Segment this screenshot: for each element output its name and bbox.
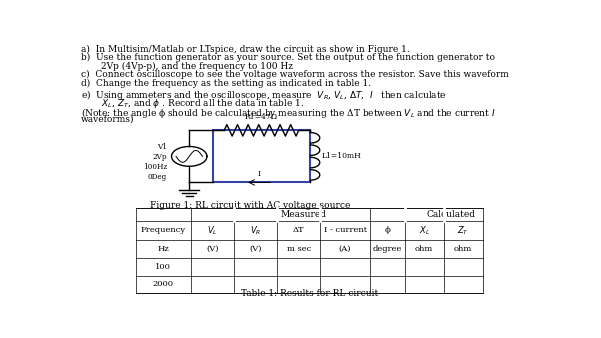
Text: (Note: the angle ϕ should be calculated by measuring the ΔT between $V_L$ and th: (Note: the angle ϕ should be calculated …	[81, 106, 495, 120]
Text: $X_L$, $Z_T$, and $\phi$ . Record all the data in table 1.: $X_L$, $Z_T$, and $\phi$ . Record all th…	[101, 97, 304, 110]
Text: Frequency: Frequency	[141, 226, 186, 235]
Text: R1=47Ω: R1=47Ω	[245, 113, 278, 121]
Text: (V): (V)	[249, 245, 262, 253]
Text: Hz: Hz	[157, 245, 169, 253]
Text: c)  Connect oscilloscope to see the voltage waveform across the resistor. Save t: c) Connect oscilloscope to see the volta…	[81, 70, 508, 79]
Text: degree: degree	[373, 245, 402, 253]
Text: d)  Change the frequency as the setting as indicated in table 1.: d) Change the frequency as the setting a…	[81, 79, 371, 88]
Text: ohm: ohm	[415, 245, 433, 253]
Text: 2Vp (4Vp-p), and the frequency to 100 Hz: 2Vp (4Vp-p), and the frequency to 100 Hz	[101, 62, 293, 71]
Text: ϕ: ϕ	[384, 226, 390, 235]
Text: waveforms): waveforms)	[81, 115, 134, 124]
Text: Table 1: Results for RL circuit: Table 1: Results for RL circuit	[240, 289, 378, 298]
Text: I - current: I - current	[323, 226, 367, 235]
Text: $X_L$: $X_L$	[419, 224, 430, 237]
Text: a)  In Multisim/Matlab or LTspice, draw the circuit as show in Figure 1.: a) In Multisim/Matlab or LTspice, draw t…	[81, 45, 409, 54]
Text: b)  Use the function generator as your source. Set the output of the function ge: b) Use the function generator as your so…	[81, 53, 495, 62]
Text: Figure 1: RL circuit with AC voltage source: Figure 1: RL circuit with AC voltage sou…	[150, 201, 350, 210]
Text: $Z_T$: $Z_T$	[457, 224, 469, 237]
Text: e)  Using ammeters and the oscilloscope, measure  $V_R$, $V_L$, $\Delta T$,  $I$: e) Using ammeters and the oscilloscope, …	[81, 89, 447, 102]
Text: Calculated: Calculated	[426, 210, 475, 219]
Text: $V_R$: $V_R$	[250, 224, 261, 237]
Text: (A): (A)	[339, 245, 352, 253]
Text: Measured: Measured	[281, 210, 326, 219]
Text: L1=10mH: L1=10mH	[322, 152, 362, 160]
Text: V1
2Vp
100Hz
0Deg: V1 2Vp 100Hz 0Deg	[142, 143, 167, 181]
Text: m sec: m sec	[287, 245, 311, 253]
Text: $V_L$: $V_L$	[207, 224, 218, 237]
Text: I: I	[258, 170, 261, 178]
Text: 2000: 2000	[153, 280, 174, 288]
Text: ΔT: ΔT	[293, 226, 305, 235]
Text: 100: 100	[156, 263, 171, 271]
Text: (V): (V)	[206, 245, 219, 253]
Text: ohm: ohm	[454, 245, 472, 253]
